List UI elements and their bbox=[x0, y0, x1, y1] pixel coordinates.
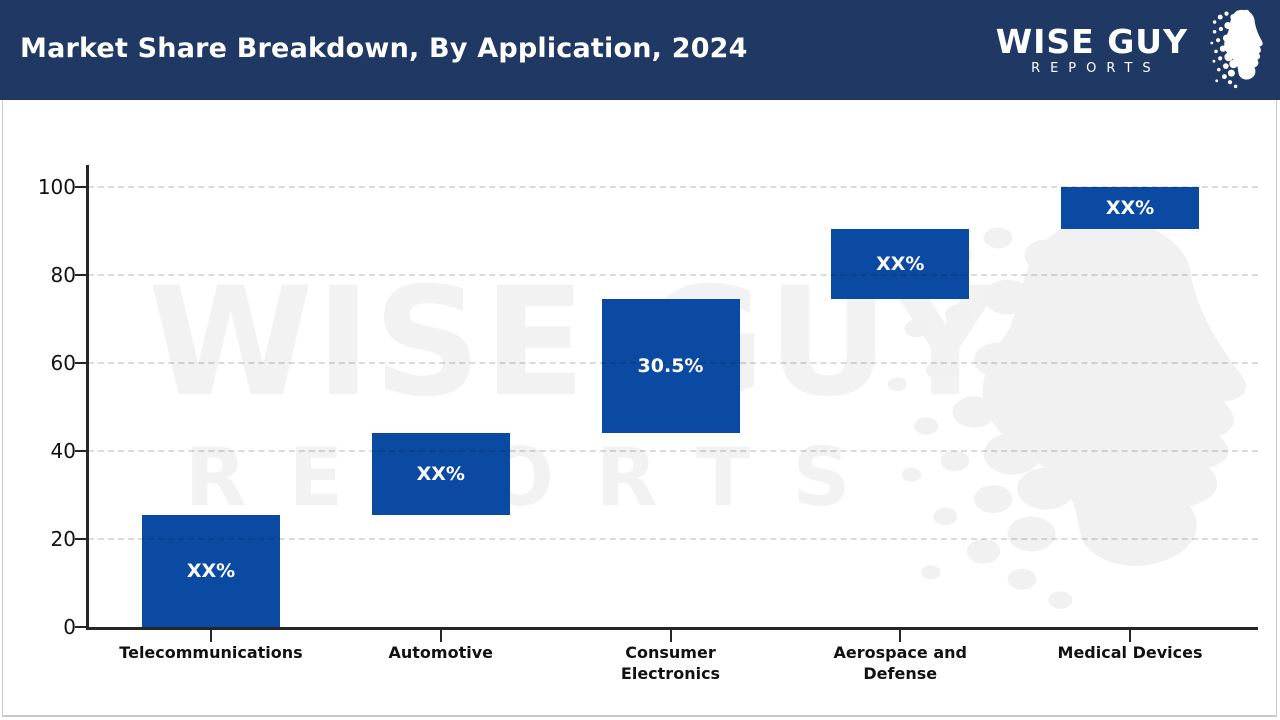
x-tick-label-telecommunications: Telecommunications bbox=[91, 642, 331, 663]
bar-automotive bbox=[371, 433, 510, 515]
gridline-100 bbox=[88, 186, 1258, 188]
x-tick-label-line: Aerospace and bbox=[833, 643, 967, 662]
x-tick-label-line: Automotive bbox=[388, 643, 494, 662]
x-tick-label-line: Electronics bbox=[620, 664, 721, 683]
bar-value-label: XX% bbox=[876, 252, 925, 275]
x-tick-label-consumer-electronics: Consumer Electronics bbox=[551, 642, 791, 684]
y-tick-mark-100 bbox=[75, 186, 87, 188]
x-tick-mark-telecommunications bbox=[210, 630, 212, 642]
page-title: Market Share Breakdown, By Application, … bbox=[20, 32, 748, 64]
gridline-20 bbox=[88, 538, 1258, 540]
report-header: Market Share Breakdown, By Application, … bbox=[0, 0, 1280, 100]
chart-panel: WISE GUY REPORTS 0 20 40 60 80 100 XX% Telecomm… bbox=[0, 100, 1280, 720]
logo-text: WISE GUY REPORTS bbox=[996, 25, 1188, 75]
bar-consumer-electronics bbox=[601, 299, 740, 434]
x-tick-label-automotive: Automotive bbox=[321, 642, 561, 663]
logo-wordmark: WISE GUY bbox=[995, 22, 1188, 61]
x-tick-label-line: Defense bbox=[863, 664, 938, 683]
y-tick-mark-20 bbox=[75, 538, 87, 540]
gridline-60 bbox=[88, 362, 1258, 364]
x-tick-mark-medical-devices bbox=[1129, 630, 1131, 642]
x-tick-mark-automotive bbox=[439, 630, 442, 642]
x-tick-mark-consumer-electronics bbox=[669, 630, 672, 642]
y-tick-label: 100 bbox=[37, 175, 76, 199]
y-tick-label: 60 bbox=[50, 351, 76, 375]
bar-value-box-aerospace-and-defense: XX% bbox=[831, 229, 969, 299]
bar-aerospace-and-defense bbox=[831, 228, 970, 300]
panel-border-left bbox=[2, 100, 3, 716]
x-tick-label-line: Telecommunications bbox=[119, 643, 303, 662]
bar-value-label: 30.5% bbox=[637, 355, 704, 378]
x-tick-label-medical-devices: Medical Devices bbox=[1010, 642, 1250, 663]
bar-medical-devices bbox=[1061, 187, 1199, 229]
bar-value-label: XX% bbox=[1105, 196, 1155, 219]
x-tick-label-line: Medical Devices bbox=[1057, 643, 1203, 662]
gridline-40 bbox=[88, 450, 1258, 452]
y-tick-mark-80 bbox=[75, 274, 87, 276]
logo-subtext: REPORTS bbox=[1031, 61, 1161, 76]
x-tick-mark-aerospace-and-defense bbox=[899, 630, 902, 642]
y-tick-mark-40 bbox=[75, 450, 87, 452]
bar-telecommunications bbox=[142, 514, 280, 627]
x-tick-label-line: Consumer bbox=[625, 643, 716, 662]
y-tick-label: 0 bbox=[63, 615, 76, 639]
bar-value-box-medical-devices: XX% bbox=[1061, 187, 1199, 229]
y-tick-label: 80 bbox=[50, 263, 76, 287]
axis-x bbox=[86, 627, 1258, 630]
bar-value-label: XX% bbox=[186, 559, 236, 582]
axis-y bbox=[86, 165, 89, 630]
logo-head-icon bbox=[1190, 8, 1270, 92]
bar-value-box-consumer-electronics: 30.5% bbox=[602, 299, 740, 433]
gridline-80 bbox=[88, 274, 1258, 276]
wiseguy-logo: WISE GUY REPORTS bbox=[996, 0, 1270, 100]
y-tick-mark-60 bbox=[75, 362, 87, 364]
y-tick-label: 40 bbox=[50, 439, 76, 463]
bar-value-box-telecommunications: XX% bbox=[142, 515, 280, 627]
x-tick-label-aerospace-and-defense: Aerospace and Defense bbox=[780, 642, 1020, 684]
bar-value-box-automotive: XX% bbox=[372, 433, 510, 514]
panel-border-bottom bbox=[2, 715, 1277, 717]
y-tick-label: 20 bbox=[50, 527, 76, 551]
bar-value-label: XX% bbox=[416, 463, 465, 486]
panel-border-right bbox=[1276, 100, 1277, 716]
watermark-subtext: REPORTS bbox=[185, 431, 893, 524]
y-tick-mark-0 bbox=[75, 626, 87, 628]
